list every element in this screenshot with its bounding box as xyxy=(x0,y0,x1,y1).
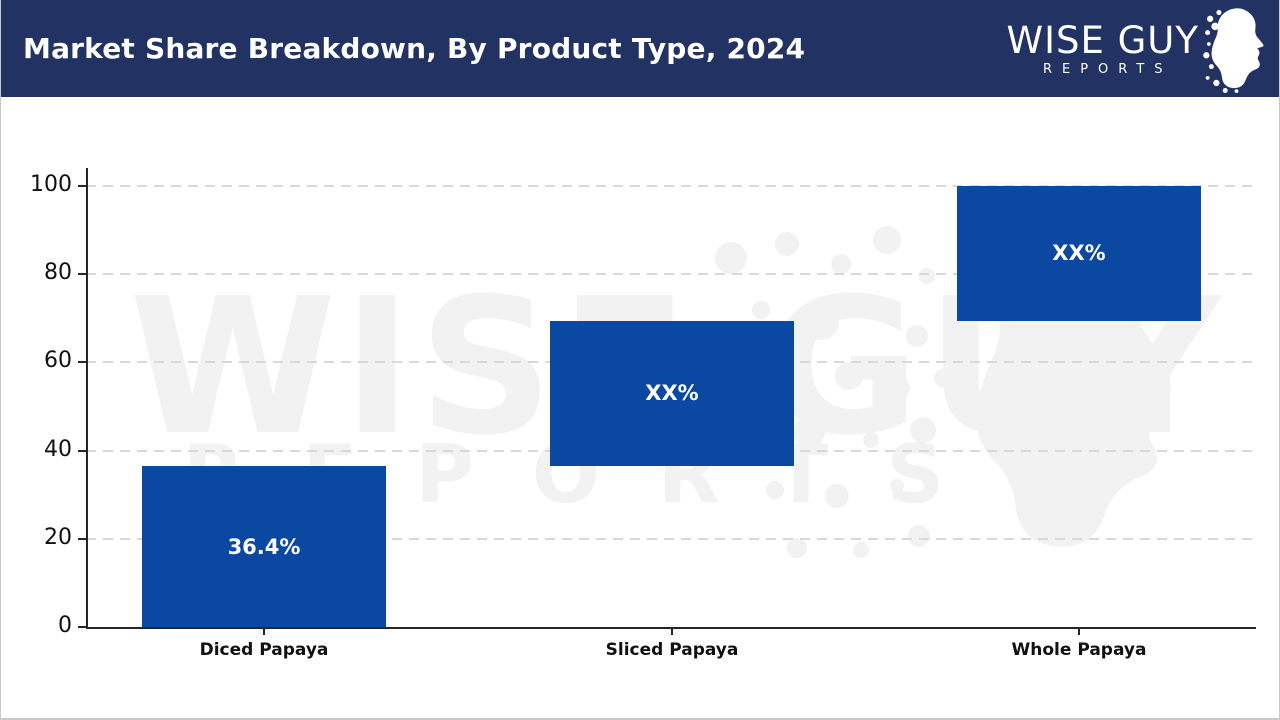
y-axis-tick-100 xyxy=(78,185,86,187)
y-axis-label-100: 100 xyxy=(30,172,72,197)
y-axis-label-20: 20 xyxy=(44,524,72,550)
y-axis-tick-60 xyxy=(78,361,86,364)
y-axis-label-40: 40 xyxy=(44,436,72,462)
page-title: Market Share Breakdown, By Product Type,… xyxy=(23,32,806,65)
y-axis-tick-0 xyxy=(78,626,86,628)
logo-face-icon xyxy=(1203,7,1264,93)
bar-sliced-papaya: XX% xyxy=(550,320,794,467)
gridline-y80 xyxy=(86,273,1256,276)
bar-value-label: 36.4% xyxy=(227,534,301,559)
gridline-y100 xyxy=(86,185,1256,187)
y-axis-label-0: 0 xyxy=(58,613,72,638)
y-axis-tick-80 xyxy=(78,273,86,276)
x-axis-line xyxy=(86,627,1256,629)
wise-guy-reports-logo: WISE GUY REPORTS xyxy=(1007,5,1267,93)
bar-whole-papaya: XX% xyxy=(957,186,1201,321)
y-axis-label-60: 60 xyxy=(44,348,72,374)
x-axis-tick-1 xyxy=(671,627,673,635)
logo-subtitle: REPORTS xyxy=(1042,61,1173,77)
y-axis-label-80: 80 xyxy=(44,260,72,286)
x-axis-tick-0 xyxy=(263,627,265,635)
x-axis-category-label: Sliced Papaya xyxy=(605,640,739,660)
y-axis-tick-20 xyxy=(78,537,86,540)
header-bar: Market Share Breakdown, By Product Type,… xyxy=(1,0,1279,97)
logo-text: WISE GUY REPORTS xyxy=(1007,22,1199,76)
y-axis-line xyxy=(86,168,88,629)
bar-value-label: XX% xyxy=(1052,241,1106,266)
x-axis-category-label: Whole Papaya xyxy=(1011,640,1147,660)
y-axis-tick-40 xyxy=(78,449,86,452)
x-axis-tick-2 xyxy=(1078,627,1080,635)
x-axis-category-label: Diced Papaya xyxy=(199,640,329,660)
bar-diced-papaya: 36.4% xyxy=(142,466,386,627)
bar-value-label: XX% xyxy=(645,381,699,406)
logo-wordmark: WISE GUY xyxy=(1006,18,1199,62)
gridline-y20 xyxy=(86,537,1256,540)
